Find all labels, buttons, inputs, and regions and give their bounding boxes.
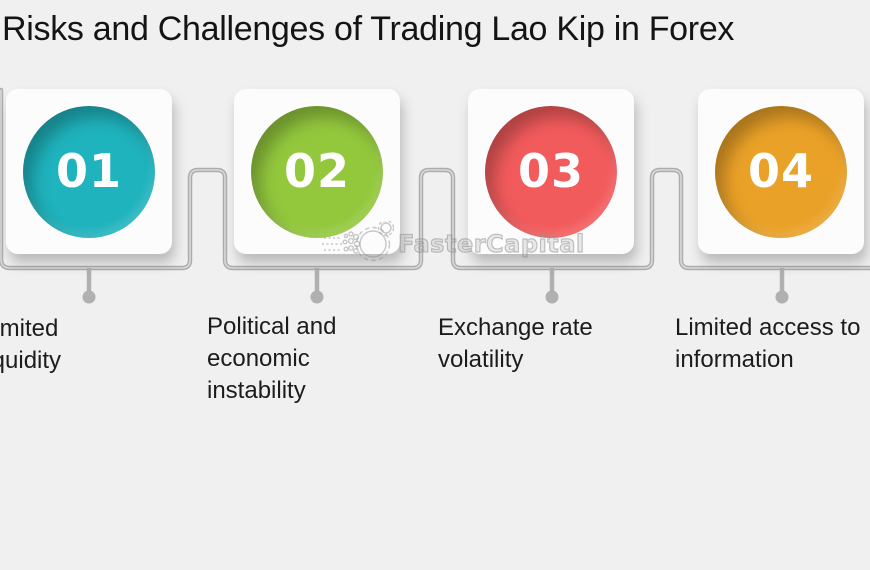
step-card-2: 02 <box>234 89 400 254</box>
step-label-4: Limited access to information <box>675 314 861 373</box>
step-circle-4: 04 <box>715 105 847 238</box>
watermark: FasterCapital <box>320 221 585 267</box>
stub-dot-3 <box>545 290 559 304</box>
step-number-1: 01 <box>55 143 122 198</box>
step-number-4: 04 <box>747 143 814 198</box>
step-label-1: Limited liquidity <box>0 315 62 374</box>
step-circle-2: 02 <box>251 105 383 238</box>
connector-stub-2 <box>310 268 324 304</box>
connector-stub-1 <box>82 268 96 304</box>
stub-dot-2 <box>310 290 324 304</box>
step-label-2: Political and economic instability <box>207 313 337 404</box>
watermark-text: FasterCapital <box>397 229 585 258</box>
step-number-2: 02 <box>283 143 350 198</box>
step-card-4: 04 <box>698 89 864 254</box>
connector-rail-highlight <box>0 89 870 269</box>
connector-stub-4 <box>775 268 789 304</box>
step-circle-3: 03 <box>485 105 617 238</box>
step-card-1: 01 <box>6 89 172 254</box>
step-circle-1: 01 <box>23 105 155 238</box>
gear-logo-icon <box>322 221 394 262</box>
step-card-3: 03 <box>468 89 634 254</box>
stub-dot-4 <box>775 290 789 304</box>
step-number-3: 03 <box>517 143 584 198</box>
connector-stub-3 <box>545 268 559 304</box>
page-title: Risks and Challenges of Trading Lao Kip … <box>2 10 735 48</box>
stub-dot-1 <box>82 290 96 304</box>
step-label-3: Exchange rate volatility <box>438 314 593 373</box>
